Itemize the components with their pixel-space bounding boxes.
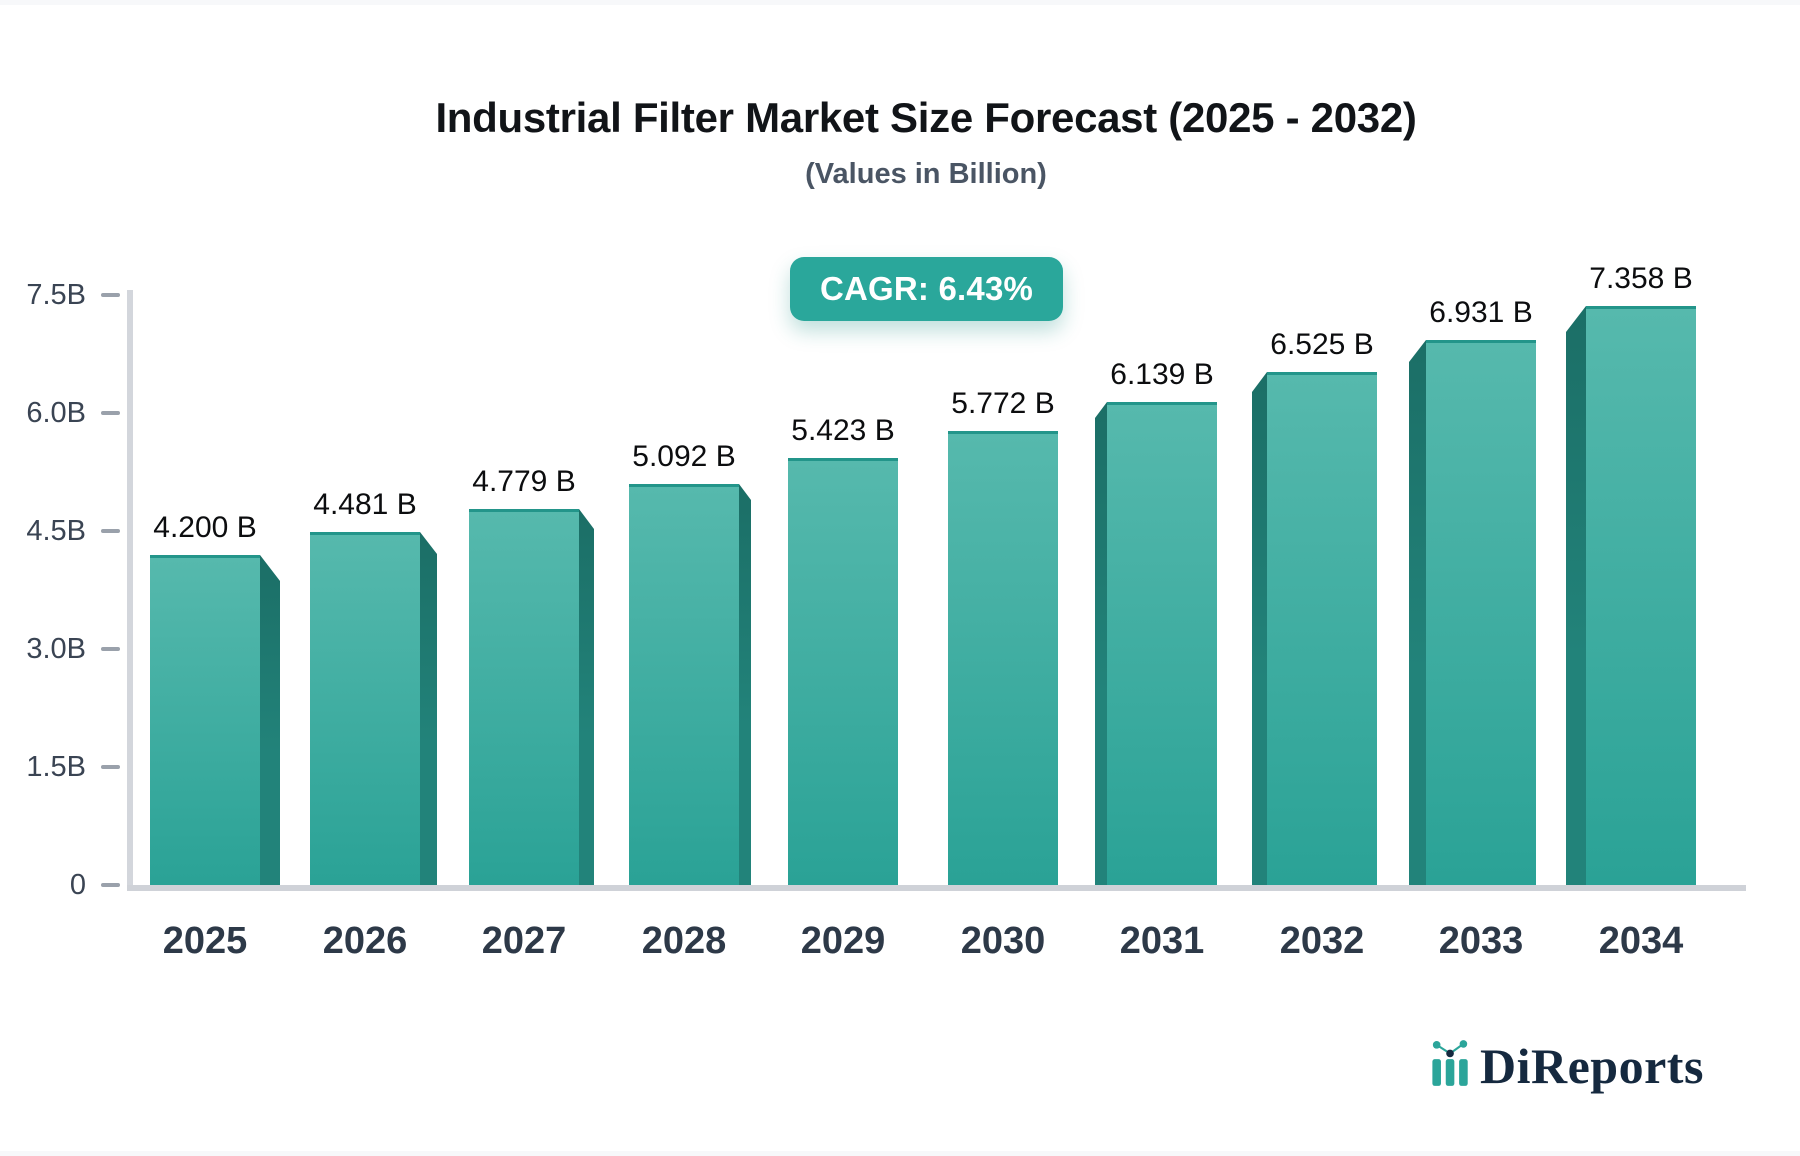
x-axis-label: 2032 <box>1279 920 1365 962</box>
brand-name: DiReports <box>1480 1038 1704 1094</box>
y-axis-tick-dash <box>101 293 120 297</box>
y-axis-tick-label: 4.5B <box>26 515 86 547</box>
bar-value-label: 4.481 B <box>313 488 417 521</box>
bar <box>310 532 420 885</box>
heading-block: Industrial Filter Market Size Forecast (… <box>52 0 1800 190</box>
bar <box>948 431 1058 885</box>
y-axis-tick-label: 7.5B <box>26 279 86 311</box>
page-title: Industrial Filter Market Size Forecast (… <box>435 94 1417 141</box>
bar-side-face <box>739 484 751 885</box>
y-axis-tick-label: 1.5B <box>26 751 86 783</box>
bar-value-label: 5.092 B <box>632 440 736 473</box>
y-axis-tick-dash <box>101 411 120 415</box>
bar-side-face <box>579 509 594 885</box>
bar-side-face <box>1095 402 1107 885</box>
x-axis-label: 2027 <box>481 920 567 962</box>
bar <box>1267 372 1377 885</box>
bar-side-face <box>260 555 280 885</box>
y-axis-tick-dash <box>101 765 120 769</box>
bar-value-label: 5.772 B <box>951 387 1055 420</box>
bar <box>1426 340 1536 885</box>
page-edge-bottom <box>0 1151 1800 1156</box>
x-axis-label: 2033 <box>1438 920 1524 962</box>
bar-value-label: 5.423 B <box>791 414 895 447</box>
bar <box>469 509 579 885</box>
y-axis-tick-dash <box>101 647 120 651</box>
x-axis-label: 2030 <box>960 920 1046 962</box>
bar-side-face <box>1409 340 1426 885</box>
x-axis-label: 2034 <box>1598 920 1684 962</box>
bar-side-face <box>420 532 437 885</box>
y-axis-tick-dash <box>101 883 120 887</box>
page-subtitle: (Values in Billion) <box>805 158 1047 191</box>
x-axis-label: 2031 <box>1119 920 1205 962</box>
bar-side-face <box>1566 306 1586 885</box>
y-axis-line <box>127 290 133 891</box>
y-axis-tick-label: 6.0B <box>26 397 86 429</box>
y-axis-tick-dash <box>101 529 120 533</box>
x-axis-label: 2029 <box>800 920 886 962</box>
bar <box>629 484 739 885</box>
bar <box>150 555 260 885</box>
bar-value-label: 4.200 B <box>153 511 257 544</box>
bar <box>788 458 898 885</box>
bar <box>1107 402 1217 885</box>
x-axis-label: 2028 <box>641 920 727 962</box>
y-axis-tick-label: 3.0B <box>26 633 86 665</box>
bar-value-label: 6.525 B <box>1270 328 1374 361</box>
x-axis-label: 2025 <box>162 920 248 962</box>
y-axis-tick-label: 0 <box>69 869 86 901</box>
bar-value-label: 6.931 B <box>1429 296 1533 329</box>
bar-value-label: 7.358 B <box>1589 262 1693 295</box>
bar <box>1586 306 1696 885</box>
bar-side-face <box>1252 372 1267 885</box>
bar-value-label: 6.139 B <box>1110 358 1214 391</box>
bar-chart-logo-icon <box>1432 1040 1468 1086</box>
x-axis-label: 2026 <box>322 920 408 962</box>
x-axis-baseline <box>127 885 1746 891</box>
cagr-badge: CAGR: 6.43% <box>790 257 1063 321</box>
bar-value-label: 4.779 B <box>472 465 576 498</box>
page-edge-top <box>0 0 1800 5</box>
brand-logo: DiReports <box>1430 1034 1720 1092</box>
